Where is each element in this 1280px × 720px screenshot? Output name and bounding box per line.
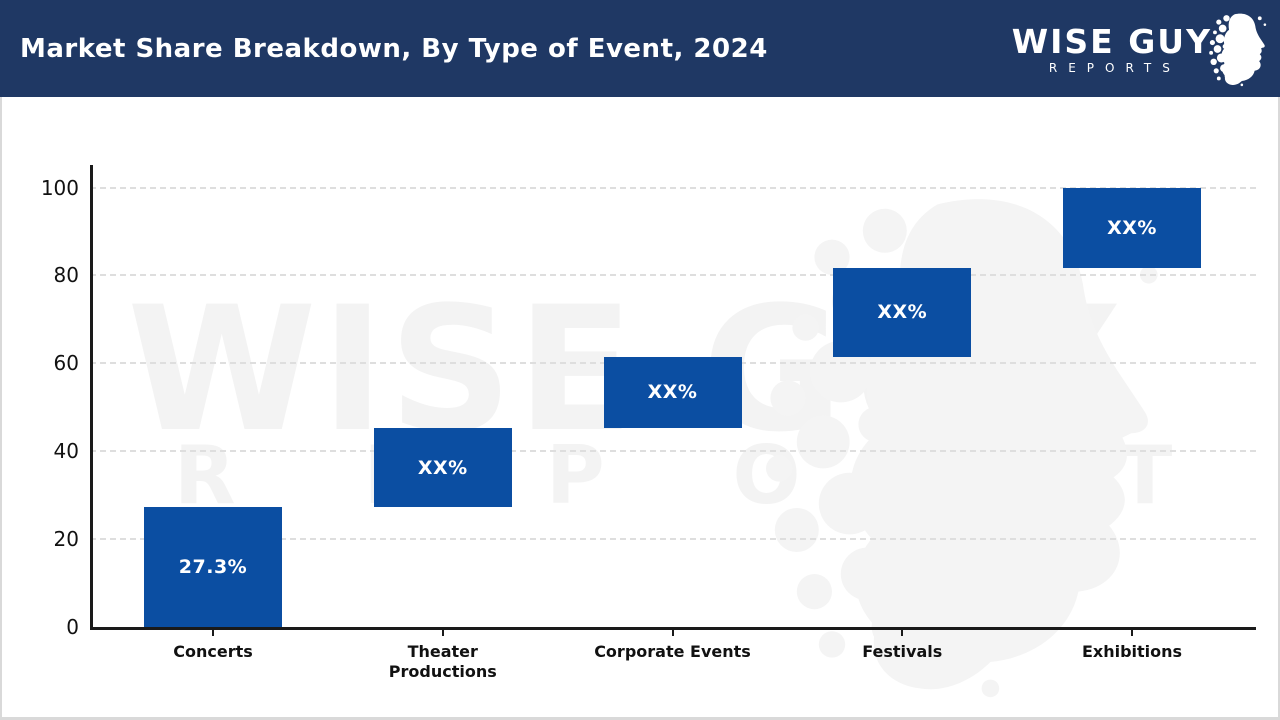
x-label-1: Theater Productions [388,642,497,681]
logo-subtitle: REPORTS [1048,60,1181,75]
y-tick-60: 60 [53,351,79,376]
bar-theater-productions: XX% [373,428,512,508]
logo-wordmark: WISE GUY [1011,21,1212,61]
y-tick-100: 100 [40,175,79,200]
y-tick-40: 40 [53,439,79,464]
gridline-80 [90,274,1256,277]
y-tick-0: 0 [66,615,79,639]
header-bar: Market Share Breakdown, By Type of Event… [0,0,1280,97]
bar-value-label: XX% [417,456,468,479]
bar-value-label: 27.3% [178,556,248,578]
bar-exhibitions: XX% [1063,187,1201,268]
x-label-3: Festivals [862,642,943,661]
x-tick-3 [901,627,904,636]
gridline-100 [90,186,1256,189]
x-tick-2 [671,627,674,636]
bar-festivals: XX% [833,267,972,357]
y-tick-80: 80 [53,263,79,288]
x-tick-0 [212,627,214,636]
plot-area: 0 20 40 60 80 100 27.3% Concerts XX% Theater Prod… [2,97,1278,717]
wiseguy-logo: WISE GUY REPORTS [1012,5,1270,93]
bar-value-label: XX% [647,381,698,404]
x-tick-4 [1131,627,1133,636]
x-label-2: Corporate Events [594,642,751,661]
x-label-0: Concerts [173,642,253,661]
x-label-4: Exhibitions [1081,642,1183,661]
x-tick-1 [441,627,444,636]
bar-corporate-events: XX% [603,356,742,428]
wiseguy-logo-text: WISE GUY REPORTS [1011,21,1212,75]
chart-title: Market Share Breakdown, By Type of Event… [20,33,768,64]
bar-concerts: 27.3% [144,507,282,627]
gridline-20 [90,538,1256,541]
y-axis-spine [90,165,93,629]
bar-value-label: XX% [877,301,928,324]
y-tick-20: 20 [53,527,79,552]
bar-value-label: XX% [1107,216,1157,239]
gridline-40 [90,450,1256,453]
chart-canvas: WISE GUY R E P O R T S 02040608010027.3%… [0,97,1280,720]
wiseguy-face-icon [1206,7,1270,91]
